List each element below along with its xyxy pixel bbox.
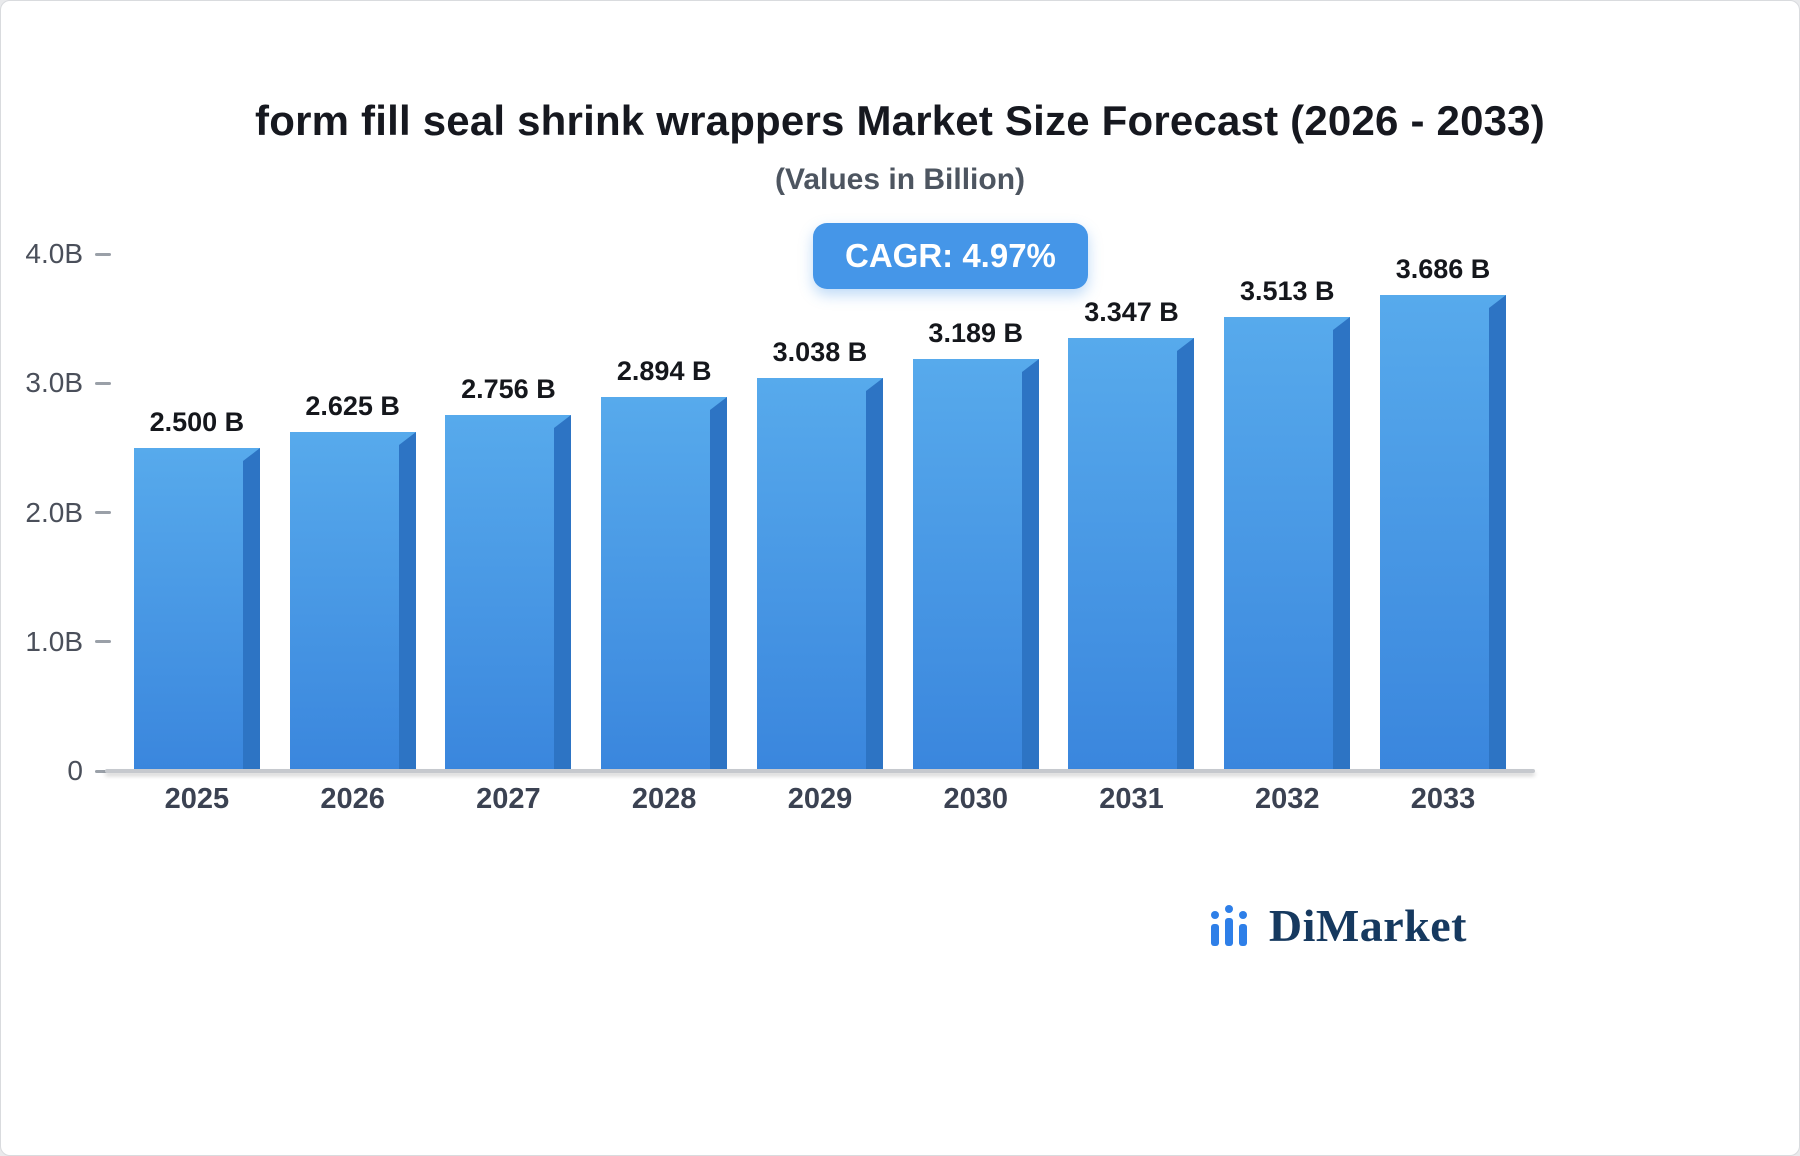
bar-3d-side — [242, 447, 260, 771]
x-axis-label: 2031 — [1099, 783, 1164, 815]
y-axis-tick-label: 0 — [67, 755, 83, 786]
bar-3d-side — [1489, 295, 1506, 771]
y-axis-tick-mark — [95, 381, 111, 385]
bar-value-label: 3.038 B — [772, 337, 868, 368]
bar-value-label: 3.513 B — [1239, 275, 1335, 306]
x-axis-label: 2033 — [1410, 783, 1476, 815]
bar-group: 2.756 B — [431, 254, 587, 771]
y-axis-tick: 0 — [27, 755, 111, 787]
x-axis-baseline — [105, 769, 1535, 773]
bar-3d-side — [1333, 316, 1351, 771]
bar-group: 2.500 B — [119, 254, 275, 771]
bar-value-label: 2.500 B — [149, 406, 245, 437]
bar-3d-side — [865, 378, 883, 771]
bar — [133, 447, 260, 771]
cagr-badge: CAGR: 4.97% — [813, 223, 1088, 289]
bar-value-label: 2.894 B — [616, 355, 712, 386]
x-axis-labels: 2025 2026 2027 2028 2029 2030 2031 2032 2033 — [119, 783, 1521, 816]
y-axis-tick-label: 3.0B — [25, 367, 83, 399]
bar-value-label: 3.347 B — [1084, 297, 1179, 328]
chart-subtitle: (Values in Billion) — [774, 163, 1026, 196]
x-axis-label: 2027 — [476, 783, 541, 815]
bar-group: 2.894 B — [586, 254, 742, 771]
y-axis-tick-mark — [95, 769, 111, 773]
bar-group: 3.513 B — [1209, 254, 1365, 771]
x-axis-label: 2029 — [787, 783, 853, 815]
y-axis-tick-mark — [95, 640, 111, 644]
bars-container: 2.500 B 2.625 B 2.756 B 2.894 B 3.038 B 3.189… — [119, 254, 1521, 771]
plot-area: 2.500 B 2.625 B 2.756 B 2.894 B 3.038 B 3.189… — [105, 254, 1535, 773]
y-axis-tick-label: 1.0B — [25, 625, 83, 657]
bar-value-label: 3.189 B — [928, 317, 1023, 348]
bar — [445, 414, 572, 771]
bar-value-label: 3.686 B — [1395, 254, 1491, 284]
bar-group: 3.686 B — [1365, 254, 1521, 771]
x-axis-label: 2025 — [164, 783, 230, 815]
y-axis-tick-mark — [95, 252, 111, 256]
bar-group: 3.189 B — [898, 254, 1054, 771]
bar — [1380, 295, 1506, 771]
bar-value-label: 2.756 B — [461, 373, 556, 404]
bar-group: 3.347 B — [1054, 254, 1210, 771]
bar-value-label: 2.625 B — [305, 390, 400, 421]
x-axis-label: 2028 — [631, 783, 697, 815]
bar-3d-side — [1177, 338, 1195, 771]
y-axis-tick-label: 4.0B — [25, 238, 83, 269]
bar-group: 3.038 B — [742, 254, 898, 771]
bar — [289, 431, 416, 771]
x-axis-label: 2030 — [943, 783, 1008, 815]
y-axis: 0 1.0B 2.0B 3.0B 4.0B — [25, 238, 111, 786]
x-axis-label: 2032 — [1254, 783, 1320, 815]
bar-3d-side — [398, 431, 416, 771]
bar-3d-side — [1021, 358, 1039, 771]
bar — [912, 358, 1039, 771]
y-axis-tick: 3.0B — [25, 367, 111, 399]
y-axis-tick: 2.0B — [25, 497, 111, 529]
bar-chart-logo-icon — [1210, 904, 1247, 946]
x-axis-label: 2026 — [320, 783, 385, 815]
y-axis-tick-label: 2.0B — [25, 496, 83, 528]
bar — [601, 396, 728, 771]
bar — [756, 378, 883, 771]
chart-title: form fill seal shrink wrappers Market Si… — [255, 97, 1545, 144]
bar-3d-side — [554, 414, 572, 771]
y-axis-tick: 4.0B — [25, 238, 111, 270]
brand-logo-text: DiMarket — [1268, 900, 1467, 951]
bar — [1068, 338, 1195, 771]
bar-3d-side — [710, 396, 728, 771]
brand-logo: DiMarket — [1207, 899, 1467, 952]
y-axis-tick-mark — [95, 511, 111, 514]
y-axis-tick: 1.0B — [25, 626, 111, 658]
bar-group: 2.625 B — [275, 254, 431, 771]
bar — [1224, 316, 1351, 771]
